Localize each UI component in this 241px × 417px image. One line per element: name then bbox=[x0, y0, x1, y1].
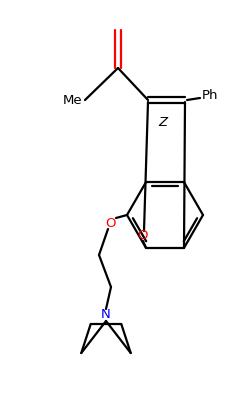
Text: O: O bbox=[106, 216, 116, 229]
Text: Me: Me bbox=[63, 93, 83, 106]
Text: Ph: Ph bbox=[202, 88, 218, 101]
Text: O: O bbox=[138, 229, 148, 242]
Text: N: N bbox=[101, 309, 111, 322]
Text: Z: Z bbox=[158, 116, 167, 128]
